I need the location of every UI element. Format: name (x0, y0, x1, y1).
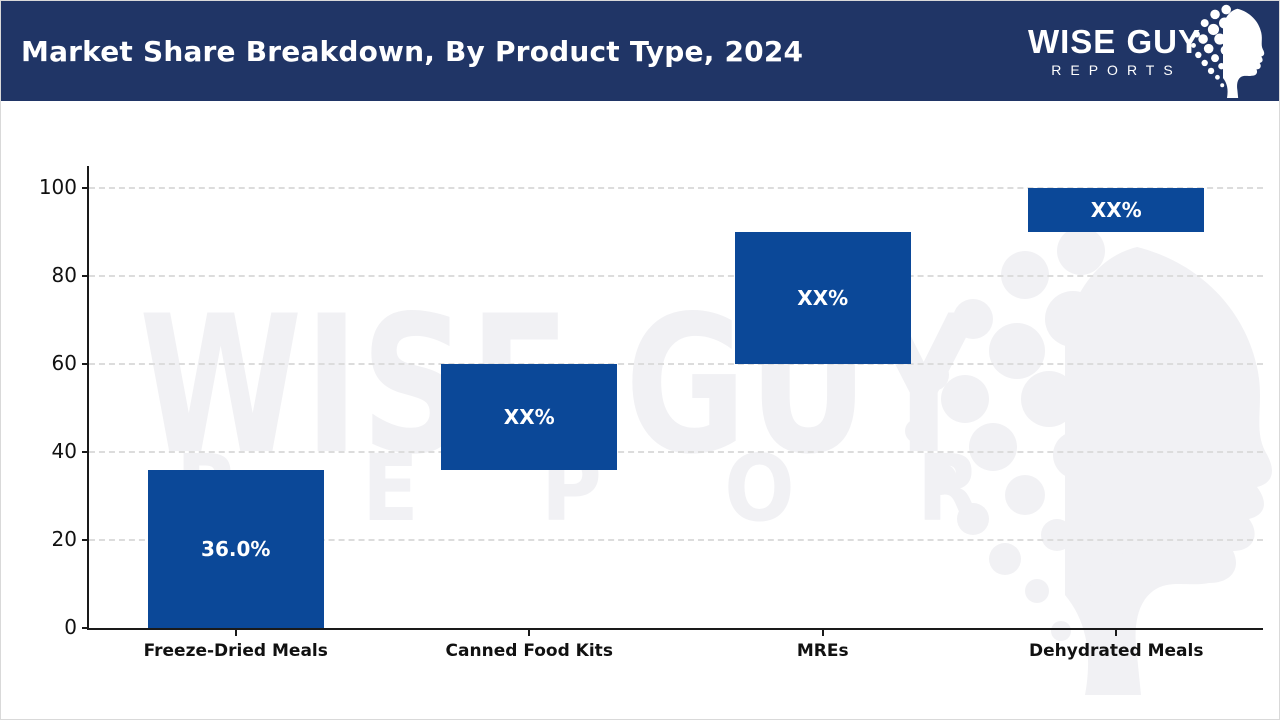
gridline (89, 363, 1263, 365)
gridline (89, 187, 1263, 189)
x-tick-mark (234, 630, 237, 636)
x-tick-label: MREs (796, 641, 849, 661)
watermark-head-icon (905, 227, 1272, 695)
bar-value-label: 36.0% (201, 536, 271, 561)
brand-text: WISE GUY REPORTS (1028, 25, 1201, 78)
brand-logo: WISE GUY REPORTS (1028, 4, 1279, 98)
gridline (89, 451, 1263, 453)
bar-value-label: XX% (797, 286, 849, 310)
y-tick-mark (82, 451, 89, 453)
header: Market Share Breakdown, By Product Type,… (1, 1, 1279, 101)
wiseguy-head-icon (1191, 4, 1265, 98)
y-axis-spine (87, 166, 89, 630)
y-tick-mark (82, 539, 89, 541)
bar-value-label: XX% (1090, 198, 1142, 222)
x-tick-mark (528, 630, 531, 636)
brand-name: WISE GUY (1027, 22, 1201, 60)
y-tick-mark (82, 627, 89, 629)
x-tick-label: Dehydrated Meals (1029, 641, 1204, 661)
x-tick-label: Freeze-Dried Meals (143, 641, 328, 661)
y-tick-label: 20 (51, 527, 77, 551)
gridline (89, 539, 1263, 541)
bar-dehydrated-meals: XX% (1028, 188, 1205, 232)
y-tick-label: 40 (51, 439, 77, 463)
x-axis-spine (87, 628, 1263, 630)
x-tick-mark (1115, 630, 1118, 636)
gridline (89, 275, 1263, 277)
page-title: Market Share Breakdown, By Product Type,… (21, 34, 804, 68)
y-tick-label: 60 (51, 351, 77, 375)
y-tick-label: 80 (51, 263, 77, 287)
y-tick-mark (82, 187, 89, 189)
y-tick-label: 100 (38, 175, 77, 199)
bar-value-label: XX% (503, 404, 555, 429)
x-tick-label: Canned Food Kits (445, 641, 613, 661)
y-tick-label: 0 (64, 615, 77, 639)
bar-canned-food-kits: XX% (441, 364, 618, 470)
y-tick-mark (82, 363, 89, 365)
brand-subtitle: REPORTS (1051, 61, 1182, 78)
bar-freeze-dried-meals: 36.0% (147, 469, 324, 628)
x-tick-mark (821, 630, 824, 636)
y-tick-mark (82, 275, 89, 277)
bar-mres: XX% (734, 232, 911, 364)
